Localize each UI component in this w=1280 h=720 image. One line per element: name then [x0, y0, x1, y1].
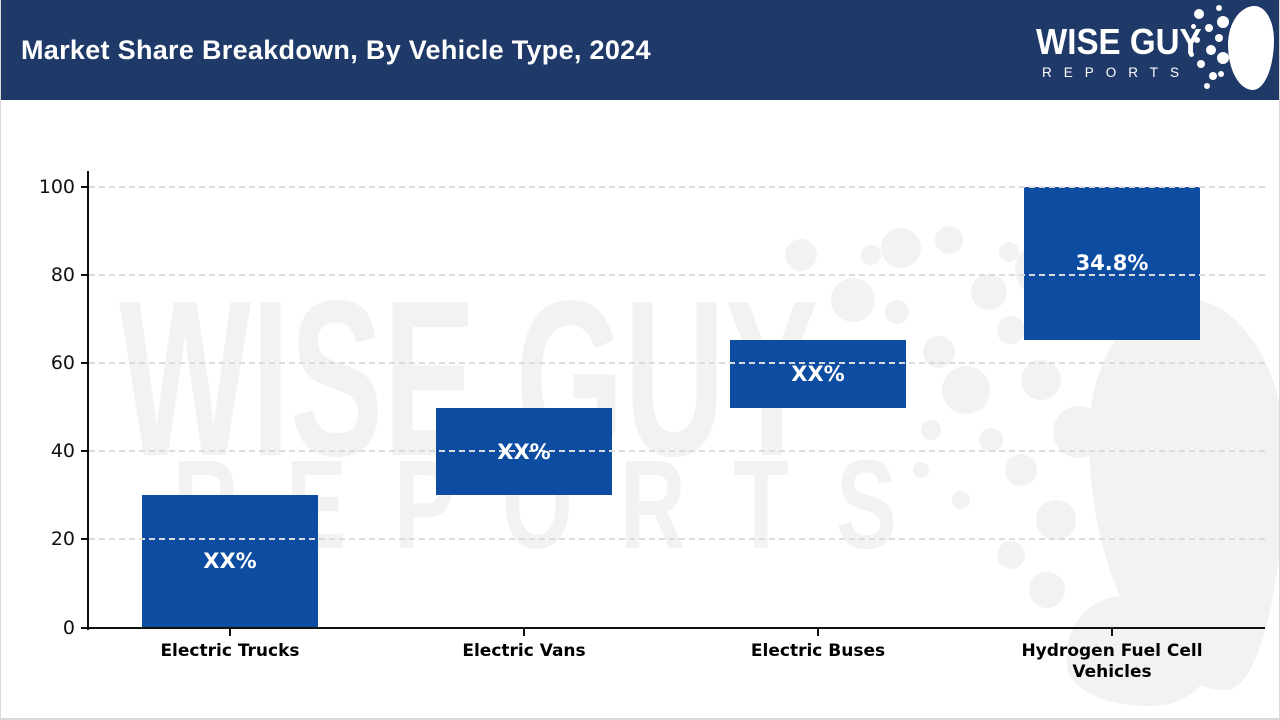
y-tick-label-60: 60	[50, 351, 75, 374]
y-tick-label-20: 20	[50, 528, 75, 551]
y-tick-label-0: 0	[62, 616, 75, 639]
bar-value-label: XX%	[791, 361, 845, 386]
bar-value-label: XX%	[203, 549, 257, 574]
waterfall-chart: 0 20 40 60 80 100 XX% Electric Trucks XX% Electri…	[1, 100, 1279, 718]
face-profile-dots-icon	[1228, 6, 1274, 90]
y-tick-60	[81, 361, 89, 364]
bar-electric-trucks	[142, 495, 318, 628]
y-tick-0	[81, 626, 89, 629]
y-axis-line	[86, 170, 89, 630]
gridline-y-100	[89, 185, 1265, 188]
y-tick-40	[81, 450, 89, 453]
x-tick-3	[817, 629, 819, 636]
gridline-y-80	[89, 273, 1265, 276]
gridline-y-40	[89, 450, 1265, 453]
watermark-face-chin-icon	[1067, 596, 1217, 706]
bar-value-label: 34.8%	[1075, 251, 1149, 276]
y-tick-label-80: 80	[50, 263, 75, 286]
x-category-label: Hydrogen Fuel Cell Vehicles	[1021, 640, 1203, 682]
header-bar: Market Share Breakdown, By Vehicle Type,…	[1, 0, 1279, 100]
gridline-y-60	[89, 361, 1265, 364]
x-tick-4	[1111, 629, 1113, 636]
y-tick-20	[81, 538, 89, 541]
x-category-label: Electric Buses	[750, 640, 886, 661]
x-category-label: Electric Trucks	[160, 640, 300, 661]
bar-electric-buses	[730, 339, 906, 408]
y-tick-label-100: 100	[38, 175, 75, 198]
page-title: Market Share Breakdown, By Vehicle Type,…	[21, 34, 651, 65]
bar-value-label: XX%	[497, 439, 551, 464]
y-tick-label-40: 40	[50, 440, 75, 463]
brand-logo: WISE GUY REPORTS	[1036, 13, 1276, 93]
x-tick-2	[523, 629, 525, 636]
bar-hydrogen-fuel-cell-vehicles	[1024, 186, 1200, 340]
x-axis-line	[86, 626, 1265, 629]
y-tick-100	[81, 185, 89, 188]
x-category-label: Electric Vans	[462, 640, 586, 661]
y-tick-80	[81, 273, 89, 276]
gridline-y-20	[89, 538, 1265, 541]
brand-logo-wordmark: WISE GUY	[1036, 21, 1202, 62]
x-tick-1	[229, 629, 231, 636]
brand-logo-subtitle: REPORTS	[1042, 65, 1192, 80]
